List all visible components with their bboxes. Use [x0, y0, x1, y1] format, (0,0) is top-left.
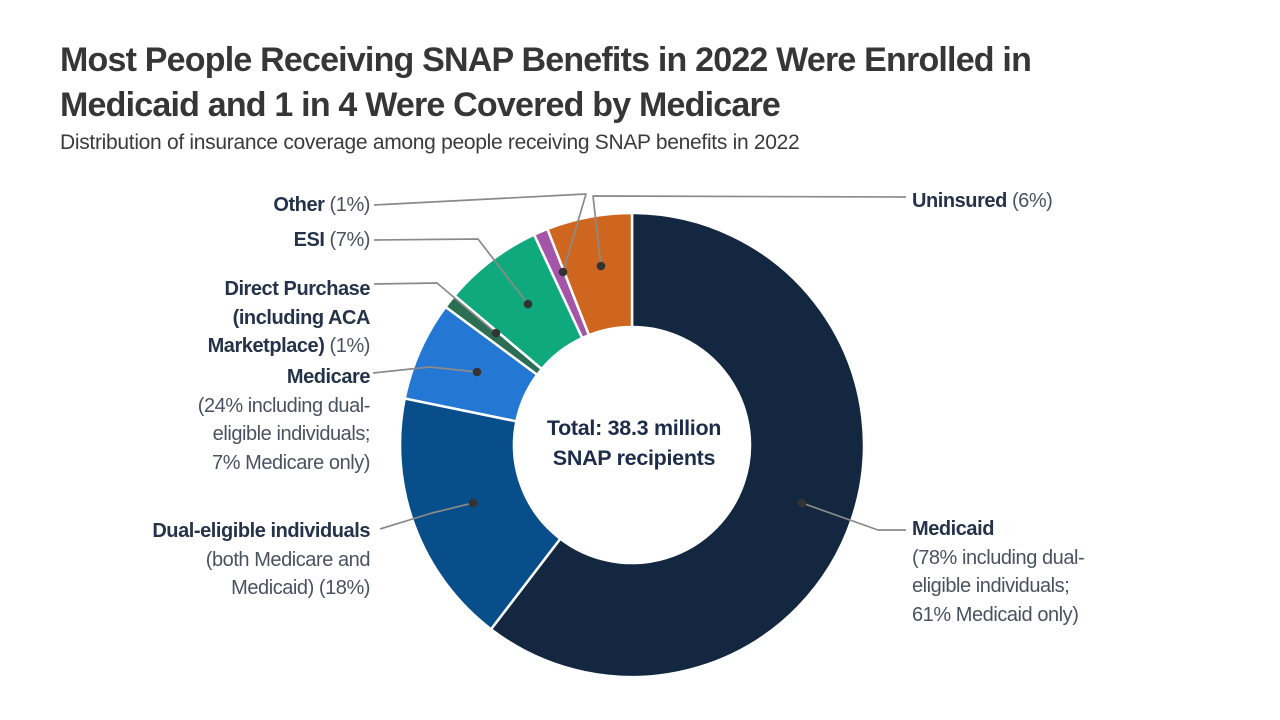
donut-slice-dual — [398, 397, 562, 631]
donut-center-line1: Total: 38.3 million — [546, 416, 722, 440]
slice-label-line: (both Medicare and — [205, 548, 371, 571]
chart-title: Most People Receiving SNAP Benefits in 2… — [60, 38, 1210, 128]
slice-label-line: Medicaid) (18%) — [231, 577, 370, 599]
leader-line-medicaid — [801, 502, 906, 531]
slice-label-direct: Direct Purchase (including ACA Marketplace… — [207, 275, 371, 361]
slice-label-line: 7% Medicare only) — [212, 451, 370, 474]
leader-dot-dual — [468, 498, 478, 508]
slice-label-line: eligible individuals; — [212, 423, 371, 445]
slice-label-medicaid: Medicaid (78% including dual-eligible ind… — [912, 515, 1085, 629]
leader-dot-uninsured — [596, 261, 606, 271]
chart-subtitle: Distribution of insurance coverage among… — [60, 131, 800, 154]
slice-label-line: Medicaid — [912, 518, 994, 540]
leader-dot-direct — [491, 328, 501, 338]
leader-dot-esi — [523, 299, 533, 309]
chart-title-line1: Most People Receiving SNAP Benefits in 2… — [60, 41, 1032, 79]
leader-line-esi — [373, 238, 529, 305]
slice-label-uninsured: Uninsured (6%) — [912, 187, 1053, 216]
leader-dot-other — [558, 267, 568, 277]
leader-line-uninsured — [592, 195, 907, 267]
chart-title-line2: Medicaid and 1 in 4 Were Covered by Medi… — [60, 86, 781, 124]
leader-line-other — [373, 193, 587, 273]
donut-center-label: Total: 38.3 million SNAP recipients — [494, 413, 774, 473]
slice-label-line: Other (1%) — [273, 194, 370, 216]
donut-slice-uninsured — [546, 211, 634, 337]
donut-center-line2: SNAP recipients — [552, 446, 716, 470]
slice-label-line: Medicare — [286, 366, 371, 388]
slice-label-line: Dual-eligible individuals — [152, 520, 370, 542]
donut-slice-medicaid — [489, 211, 866, 679]
slice-label-line: 61% Medicaid only) — [912, 603, 1079, 626]
slice-label-line: (78% including dual- — [912, 546, 1085, 569]
leader-dot-medicaid — [797, 498, 807, 508]
slice-label-other: Other (1%) — [273, 191, 370, 220]
slice-label-line: eligible individuals; — [912, 575, 1070, 597]
leader-line-medicare — [372, 366, 478, 374]
slice-label-line: Marketplace) (1%) — [207, 335, 371, 357]
slice-label-line: Direct Purchase — [224, 278, 370, 300]
leader-line-direct — [373, 282, 497, 334]
slice-label-line: (including ACA — [232, 306, 371, 329]
slice-label-line: Uninsured (6%) — [912, 190, 1053, 212]
slice-label-line: ESI (7%) — [293, 229, 371, 251]
slice-label-esi: ESI (7%) — [293, 226, 371, 255]
leader-dot-medicare — [472, 367, 482, 377]
slice-label-dual: Dual-eligible individuals (both Medicare … — [152, 517, 370, 603]
slice-label-line: (24% including dual- — [197, 394, 371, 417]
leader-line-dual — [379, 502, 474, 530]
slice-label-medicare: Medicare (24% including dual-eligible ind… — [197, 363, 371, 477]
